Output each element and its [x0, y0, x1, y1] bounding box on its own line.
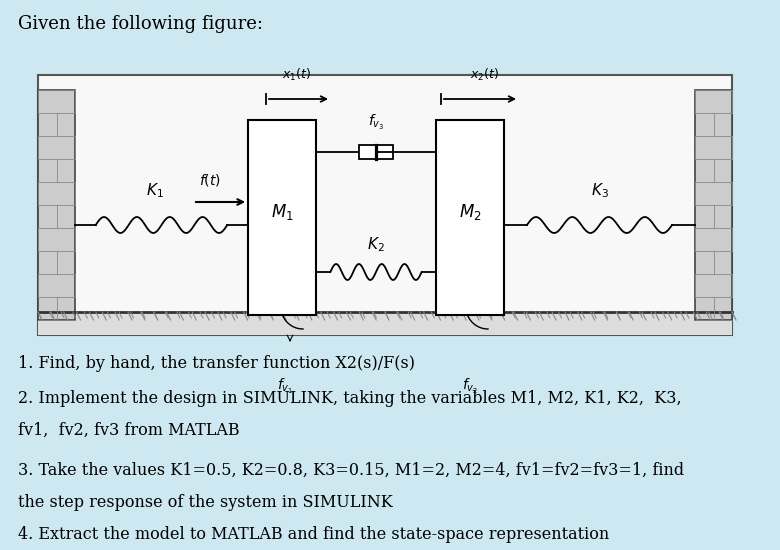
Bar — [360, 145, 393, 159]
Bar — [38, 90, 75, 320]
Text: $f_{v_2}$: $f_{v_2}$ — [462, 377, 478, 396]
Text: $K_2$: $K_2$ — [367, 235, 385, 254]
Text: 4. Extract the model to MATLAB and find the state-space representation: 4. Extract the model to MATLAB and find … — [18, 526, 609, 543]
Text: 3. Take the values K1=0.5, K2=0.8, K3=0.15, M1=2, M2=4, fv1=fv2=fv3=1, find: 3. Take the values K1=0.5, K2=0.8, K3=0.… — [18, 462, 684, 479]
Bar — [248, 120, 316, 315]
Bar — [38, 312, 732, 335]
Text: $f_{v_1}$: $f_{v_1}$ — [277, 377, 293, 396]
Text: $M_2$: $M_2$ — [459, 202, 481, 223]
Bar — [436, 120, 504, 315]
Text: $f(t)$: $f(t)$ — [199, 172, 221, 188]
Text: 2. Implement the design in SIMULINK, taking the variables M1, M2, K1, K2,  K3,: 2. Implement the design in SIMULINK, tak… — [18, 390, 682, 407]
Text: Given the following figure:: Given the following figure: — [18, 15, 263, 33]
Text: $K_3$: $K_3$ — [591, 182, 609, 200]
Bar — [695, 90, 732, 320]
Bar — [38, 75, 732, 335]
Text: $f_{v_3}$: $f_{v_3}$ — [368, 113, 385, 132]
Text: $K_1$: $K_1$ — [146, 182, 164, 200]
Text: 1. Find, by hand, the transfer function X2(s)/F(s): 1. Find, by hand, the transfer function … — [18, 355, 415, 372]
Text: $x_1(t)$: $x_1(t)$ — [282, 67, 312, 83]
Text: the step response of the system in SIMULINK: the step response of the system in SIMUL… — [18, 494, 393, 511]
Text: $M_1$: $M_1$ — [271, 202, 293, 223]
Text: $x_2(t)$: $x_2(t)$ — [470, 67, 500, 83]
Text: fv1,  fv2, fv3 from MATLAB: fv1, fv2, fv3 from MATLAB — [18, 422, 239, 439]
